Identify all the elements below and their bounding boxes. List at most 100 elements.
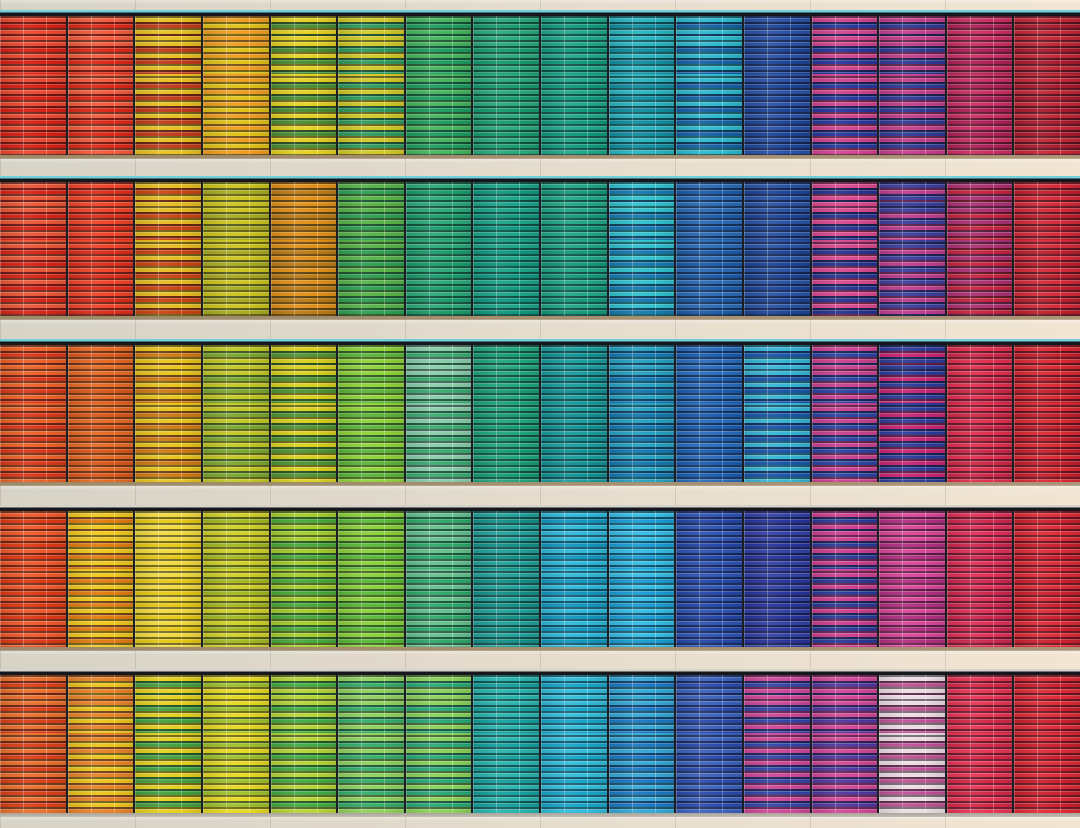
louver-panel bbox=[879, 182, 947, 316]
concrete-band bbox=[0, 650, 1080, 669]
louver-panel bbox=[135, 345, 203, 482]
louver-panel bbox=[1014, 16, 1080, 155]
louver-panel bbox=[1014, 675, 1080, 813]
louver-panel bbox=[405, 182, 474, 316]
louver-panel bbox=[0, 16, 68, 155]
louver-panel bbox=[541, 511, 609, 647]
louver-panel bbox=[338, 16, 406, 155]
louver-panel bbox=[405, 511, 474, 647]
row-top-rail bbox=[0, 10, 1080, 16]
louver-panel bbox=[743, 16, 812, 155]
louver-panel bbox=[202, 182, 271, 316]
louver-panel bbox=[202, 511, 271, 647]
louver-panel bbox=[202, 345, 271, 482]
louver-panel-strip bbox=[0, 511, 1080, 647]
louver-panel bbox=[473, 345, 541, 482]
facade-row-5 bbox=[0, 669, 1080, 817]
louver-panel-strip bbox=[0, 182, 1080, 316]
concrete-band bbox=[0, 319, 1080, 339]
louver-panel bbox=[473, 182, 541, 316]
concrete-band bbox=[0, 158, 1080, 176]
louver-panel bbox=[811, 182, 880, 316]
louver-panel bbox=[270, 675, 339, 813]
louver-panel bbox=[1014, 182, 1080, 316]
louver-panel bbox=[743, 675, 812, 813]
louver-panel bbox=[608, 511, 677, 647]
louver-panel bbox=[405, 16, 474, 155]
louver-panel bbox=[946, 511, 1015, 647]
row-top-rail bbox=[0, 505, 1080, 511]
louver-panel bbox=[67, 182, 136, 316]
louver-panel bbox=[743, 345, 812, 482]
louver-panel bbox=[1014, 511, 1080, 647]
louver-panel bbox=[270, 511, 339, 647]
louver-panel bbox=[135, 182, 203, 316]
louver-panel bbox=[541, 345, 609, 482]
louver-panel bbox=[67, 16, 136, 155]
concrete-band-bottom bbox=[0, 817, 1080, 828]
louver-panel bbox=[270, 16, 339, 155]
louver-panel bbox=[811, 345, 880, 482]
louver-panel bbox=[338, 675, 406, 813]
louver-panel-strip bbox=[0, 675, 1080, 813]
louver-panel bbox=[608, 16, 677, 155]
louver-panel bbox=[743, 511, 812, 647]
louver-panel bbox=[676, 345, 744, 482]
row-bottom-rail bbox=[0, 316, 1080, 319]
row-top-rail bbox=[0, 339, 1080, 345]
louver-panel bbox=[473, 511, 541, 647]
louver-panel bbox=[676, 182, 744, 316]
louver-panel bbox=[67, 675, 136, 813]
louver-panel bbox=[608, 345, 677, 482]
louver-panel bbox=[338, 511, 406, 647]
louver-panel bbox=[879, 16, 947, 155]
row-top-rail bbox=[0, 669, 1080, 675]
louver-panel bbox=[946, 675, 1015, 813]
louver-panel bbox=[473, 675, 541, 813]
facade-row-1 bbox=[0, 10, 1080, 158]
facade-row-3 bbox=[0, 339, 1080, 485]
louver-panel bbox=[0, 511, 68, 647]
louver-panel bbox=[473, 16, 541, 155]
row-bottom-rail bbox=[0, 813, 1080, 817]
louver-panel bbox=[946, 16, 1015, 155]
louver-panel bbox=[202, 675, 271, 813]
concrete-band bbox=[0, 485, 1080, 505]
louver-panel bbox=[270, 345, 339, 482]
row-bottom-rail bbox=[0, 482, 1080, 485]
louver-panel bbox=[676, 511, 744, 647]
louver-panel bbox=[270, 182, 339, 316]
louver-panel bbox=[879, 511, 947, 647]
louver-panel bbox=[0, 345, 68, 482]
louver-panel bbox=[541, 675, 609, 813]
louver-panel bbox=[541, 16, 609, 155]
louver-panel bbox=[405, 675, 474, 813]
louver-panel bbox=[811, 511, 880, 647]
louver-panel bbox=[405, 345, 474, 482]
louver-panel bbox=[946, 345, 1015, 482]
louver-panel bbox=[1014, 345, 1080, 482]
row-bottom-rail bbox=[0, 647, 1080, 650]
louver-panel bbox=[608, 182, 677, 316]
row-bottom-rail bbox=[0, 155, 1080, 158]
facade-row-4 bbox=[0, 505, 1080, 650]
facade-row-2 bbox=[0, 176, 1080, 319]
louver-panel bbox=[202, 16, 271, 155]
louver-panel bbox=[338, 182, 406, 316]
louver-panel bbox=[135, 16, 203, 155]
louver-panel bbox=[338, 345, 406, 482]
louver-panel bbox=[67, 511, 136, 647]
louver-panel bbox=[811, 16, 880, 155]
louver-panel-strip bbox=[0, 345, 1080, 482]
louver-panel bbox=[676, 675, 744, 813]
louver-panel bbox=[879, 345, 947, 482]
louver-panel bbox=[0, 182, 68, 316]
louver-panel bbox=[135, 511, 203, 647]
louver-panel bbox=[0, 675, 68, 813]
louver-panel bbox=[135, 675, 203, 813]
louver-panel-strip bbox=[0, 16, 1080, 155]
louver-panel bbox=[676, 16, 744, 155]
louver-panel bbox=[67, 345, 136, 482]
louver-panel bbox=[946, 182, 1015, 316]
